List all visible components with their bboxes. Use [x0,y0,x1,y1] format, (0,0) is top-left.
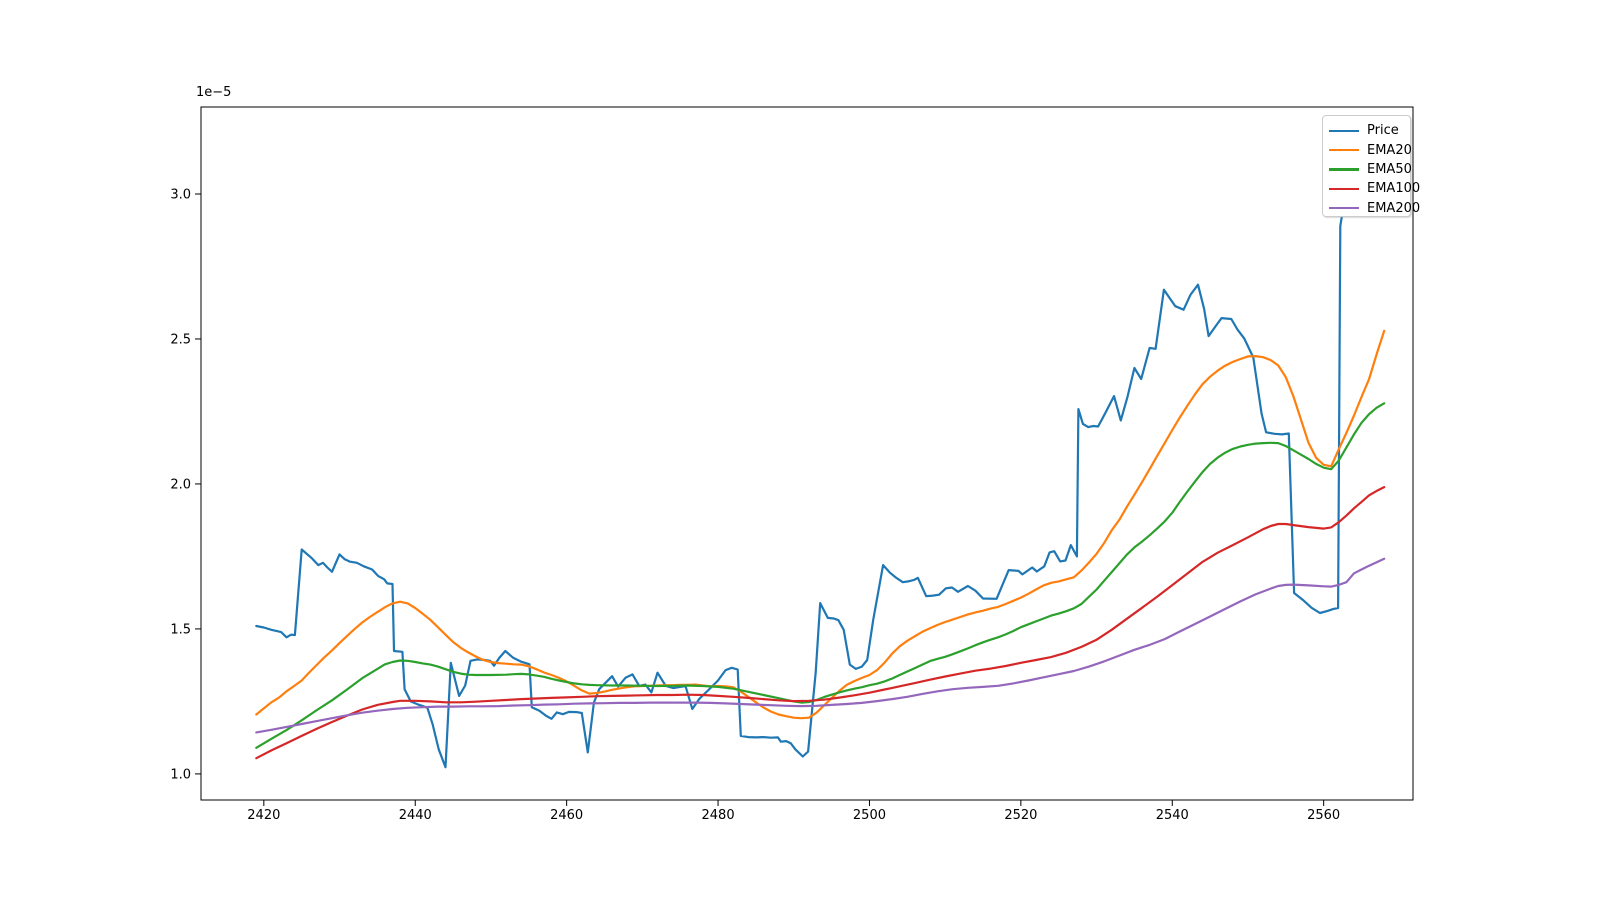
y-axis-offset-label: 1e−5 [196,85,232,100]
legend-label-ema200: EMA200 [1367,200,1421,216]
ema20-line [255,329,1386,720]
legend-entry-ema100: EMA100 [1329,179,1420,198]
legend-label-ema20: EMA20 [1367,142,1412,158]
ema20-legend-line-icon [1329,148,1359,152]
plot-area [201,107,1413,800]
x-tick-label: 2520 [1004,808,1037,823]
legend-label-price: Price [1367,123,1399,139]
x-tick-label: 2500 [853,808,886,823]
price-legend-line-icon [1329,129,1359,132]
x-tick-label: 2480 [702,808,735,823]
legend-entry-ema50: EMA50 [1329,160,1412,179]
ema100-legend-line-icon [1329,187,1359,190]
ema200-line [255,557,1386,734]
ema200-legend-line-icon [1329,207,1359,210]
y-tick-label: 3.0 [170,187,191,202]
y-tick-label: 2.0 [170,477,191,492]
y-tick-label: 2.5 [170,332,191,347]
x-tick-label: 2460 [550,808,583,823]
legend[interactable]: Price EMA20 EMA50 EMA100 EMA200 [1322,115,1420,218]
x-tick-label: 2420 [247,808,280,823]
ema50-line [255,402,1386,749]
legend-entry-ema200: EMA200 [1329,199,1420,218]
legend-entry-price: Price [1329,121,1410,140]
legend-label-ema100: EMA100 [1367,181,1421,197]
legend-label-ema50: EMA50 [1367,161,1412,177]
y-tick-label: 1.0 [170,767,191,782]
x-tick-label: 2560 [1307,808,1340,823]
ema50-legend-line-icon [1329,168,1359,171]
x-tick-label: 2540 [1156,808,1189,823]
legend-entry-ema20: EMA20 [1329,140,1412,159]
axes-border [200,106,1414,801]
x-tick-label: 2440 [399,808,432,823]
ema100-line [255,486,1386,760]
y-tick-label: 1.5 [170,622,191,637]
